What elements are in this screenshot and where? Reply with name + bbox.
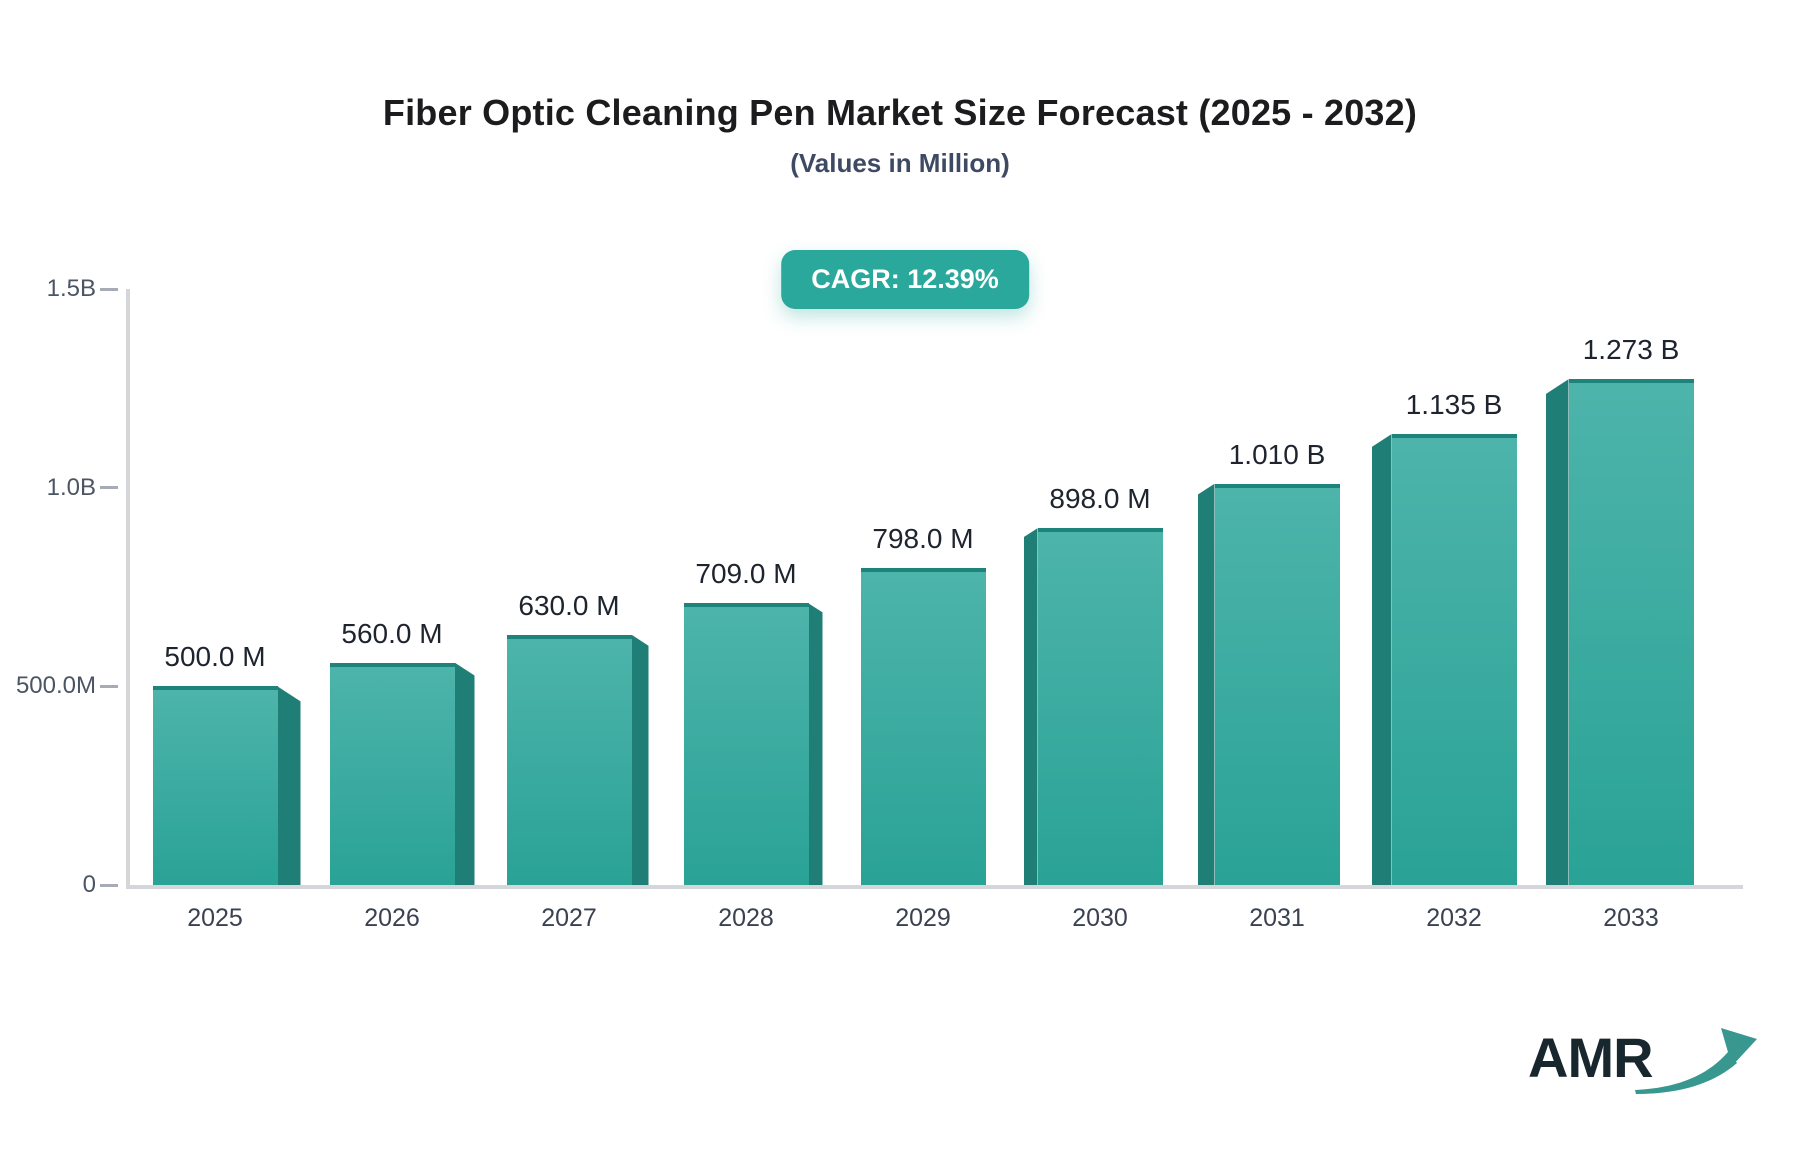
y-tick-label: 0 (82, 871, 96, 898)
x-tick-label: 2031 (1249, 904, 1305, 932)
bar-side-face (1371, 434, 1392, 885)
bar-side-face (1023, 528, 1038, 885)
chart-title: Fiber Optic Cleaning Pen Market Size For… (382, 92, 1418, 133)
x-tick-label: 2027 (541, 904, 597, 932)
x-tick-label: 2032 (1426, 904, 1482, 932)
bar-value-label: 560.0 M (341, 617, 443, 649)
y-tick-dash (100, 684, 118, 688)
bar-side-face (631, 634, 649, 885)
y-axis-line (126, 289, 130, 889)
bar (1037, 528, 1163, 885)
bar (152, 686, 278, 885)
bar (683, 603, 809, 885)
bar (860, 567, 986, 885)
x-tick-label: 2033 (1603, 904, 1659, 932)
trending-up-arrow-icon (1634, 1028, 1757, 1094)
amr-logo-text: AMR (1528, 1026, 1654, 1089)
bar-side-face (1545, 379, 1569, 885)
x-tick-label: 2026 (364, 904, 420, 932)
y-tick-dash (100, 287, 118, 291)
x-tick-label: 2029 (895, 904, 951, 932)
x-tick-label: 2025 (187, 904, 243, 932)
bar-value-label: 1.010 B (1228, 438, 1326, 470)
chart-subtitle: (Values in Million) (790, 148, 1010, 178)
bar-value-label: 709.0 M (695, 558, 797, 590)
x-tick-label: 2030 (1072, 904, 1128, 932)
bar-side-face (808, 603, 823, 885)
bar-value-label: 630.0 M (518, 589, 620, 621)
x-axis-line (126, 885, 1743, 889)
bar (1214, 483, 1340, 885)
bar-side-face (277, 686, 301, 885)
bar (1391, 434, 1517, 885)
y-tick-dash (100, 486, 118, 490)
y-tick-dash (100, 883, 118, 887)
y-tick-label: 500.0M (15, 672, 96, 700)
amr-logo: AMR (1528, 1028, 1769, 1102)
bar (506, 634, 632, 885)
cagr-badge: CAGR: 12.39% (781, 250, 1029, 309)
bar-value-label: 1.135 B (1405, 389, 1503, 421)
bar-side-face (1197, 483, 1215, 885)
bar-side-face (454, 662, 475, 885)
bar (329, 662, 455, 885)
bar-value-label: 898.0 M (1049, 483, 1151, 515)
y-tick-label: 1.0B (46, 473, 96, 501)
bar-value-label: 1.273 B (1582, 334, 1680, 366)
y-tick-label: 1.5B (46, 275, 96, 303)
bar (1568, 379, 1694, 885)
x-tick-label: 2028 (718, 904, 774, 932)
bar-value-label: 500.0 M (164, 641, 266, 673)
bar-value-label: 798.0 M (872, 522, 974, 554)
